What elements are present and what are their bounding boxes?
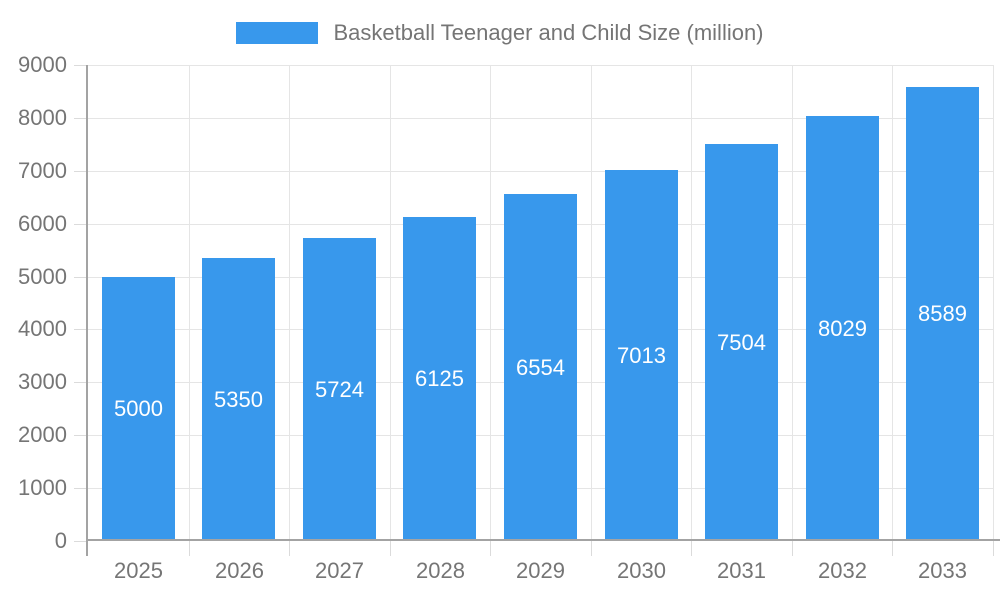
- y-tick: [74, 329, 88, 330]
- bar: 5724: [303, 238, 376, 541]
- bar-value-label: 5350: [214, 386, 263, 412]
- bar: 5350: [202, 258, 275, 541]
- x-gridline: [490, 65, 491, 541]
- x-axis-label: 2028: [416, 558, 465, 583]
- x-tick: [792, 541, 793, 556]
- y-axis-label: 7000: [18, 158, 67, 183]
- y-tick: [74, 171, 88, 172]
- bar: 8589: [906, 87, 979, 541]
- x-gridline: [993, 65, 994, 541]
- chart-legend: Basketball Teenager and Child Size (mill…: [0, 17, 1000, 49]
- x-tick: [993, 541, 994, 556]
- bar-value-label: 5000: [114, 396, 163, 421]
- bar-value-label: 6125: [415, 366, 464, 391]
- y-tick: [74, 65, 88, 66]
- bar: 7013: [605, 170, 678, 541]
- y-tick: [74, 488, 88, 489]
- bar-value-label: 6554: [516, 354, 565, 380]
- x-tick: [892, 541, 893, 556]
- y-axis-label: 5000: [18, 264, 67, 289]
- y-tick: [74, 277, 88, 278]
- y-axis-label: 4000: [18, 316, 67, 341]
- x-tick: [289, 541, 290, 556]
- bar: 6125: [403, 217, 476, 541]
- x-tick: [490, 541, 491, 556]
- y-gridline: [88, 118, 993, 119]
- x-axis-label: 2025: [114, 558, 163, 583]
- x-gridline: [892, 65, 893, 541]
- x-axis-label: 2027: [315, 558, 364, 583]
- y-gridline: [88, 65, 993, 66]
- y-tick: [74, 541, 88, 542]
- y-axis-label: 6000: [18, 211, 67, 236]
- x-gridline: [591, 65, 592, 541]
- x-gridline: [189, 65, 190, 541]
- x-gridline: [289, 65, 290, 541]
- y-axis-label: 3000: [18, 369, 67, 394]
- y-axis-label: 2000: [18, 422, 67, 447]
- x-tick: [390, 541, 391, 556]
- x-axis-line: [86, 539, 1000, 541]
- x-tick: [591, 541, 592, 556]
- y-axis-label: 0: [54, 528, 67, 553]
- x-gridline: [792, 65, 793, 541]
- y-axis-label: 9000: [18, 52, 67, 77]
- x-axis-label: 2026: [215, 558, 264, 583]
- bar-value-label: 7013: [617, 342, 666, 368]
- x-gridline: [390, 65, 391, 541]
- x-axis-label: 2032: [818, 558, 867, 583]
- y-axis-label: 8000: [18, 105, 67, 130]
- y-tick: [74, 435, 88, 436]
- bar-value-label: 8029: [818, 315, 867, 341]
- bar: 7504: [705, 144, 778, 541]
- bar: 5000: [102, 277, 175, 541]
- bar: 6554: [504, 194, 577, 541]
- x-tick: [691, 541, 692, 556]
- bar-value-label: 7504: [717, 329, 766, 355]
- y-gridline: [88, 171, 993, 172]
- bar: 8029: [806, 116, 879, 541]
- legend-swatch: [236, 22, 319, 44]
- y-axis-label: 1000: [18, 475, 67, 500]
- x-gridline: [691, 65, 692, 541]
- y-tick: [74, 118, 88, 119]
- x-axis-label: 2033: [918, 558, 967, 583]
- y-axis-line: [86, 65, 88, 556]
- y-tick: [74, 382, 88, 383]
- x-axis-label: 2029: [516, 558, 565, 583]
- bar-value-label: 8589: [918, 301, 967, 326]
- x-axis-label: 2030: [617, 558, 666, 583]
- x-tick: [189, 541, 190, 556]
- y-tick: [74, 224, 88, 225]
- x-axis-label: 2031: [717, 558, 766, 583]
- bar-value-label: 5724: [315, 376, 364, 402]
- legend-title: Basketball Teenager and Child Size (mill…: [333, 20, 764, 45]
